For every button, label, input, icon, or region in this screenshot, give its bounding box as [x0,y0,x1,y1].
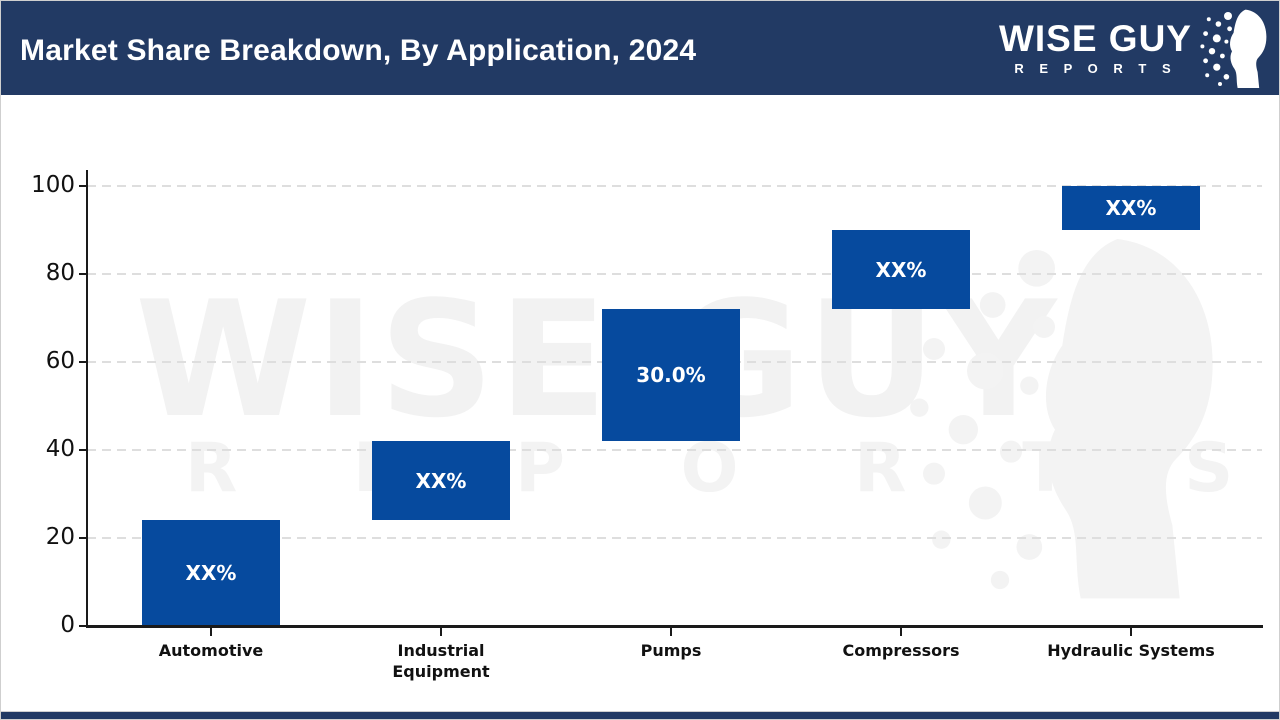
y-axis [86,170,88,628]
bar-automotive: XX% [142,520,280,626]
x-tick-label-hydraulic-systems: Hydraulic Systems [1047,641,1215,660]
y-tick-mark-80 [79,273,87,275]
chart-canvas: WISE GUY R E P O R T S 0 20 40 60 80 100 XX% Au… [0,95,1280,710]
x-tick-label-automotive: Automotive [158,641,264,660]
x-tick-label-industrial-equipment: Industrial Equipment [392,641,490,681]
bar-value-label-automotive: XX% [185,561,237,586]
y-tick-mark-60 [79,361,87,363]
logo-subtext: R E P O R T S [1014,60,1177,76]
bar-hydraulic-systems: XX% [1062,186,1200,230]
bar-value-label-industrial-equipment: XX% [415,468,467,493]
x-tick-mark-compressors [900,627,902,636]
footer-bar [0,711,1280,720]
header-bar: Market Share Breakdown, By Application, … [0,0,1280,95]
gridline-80 [87,273,1262,275]
bar-value-label-pumps: 30.0% [636,363,706,388]
bar-industrial-equipment: XX% [372,441,510,521]
x-tick-mark-industrial-equipment [440,627,442,636]
x-axis [86,625,1263,628]
y-tick-label-0: 0 [60,612,75,638]
y-tick-mark-100 [79,185,87,187]
y-tick-label-60: 60 [45,348,75,374]
gridline-40 [87,449,1262,451]
y-tick-label-20: 20 [45,524,75,550]
x-tick-mark-automotive [210,627,212,636]
gridline-20 [87,537,1262,539]
gridline-100 [87,185,1262,187]
bar-compressors: XX% [832,230,970,310]
y-tick-label-40: 40 [45,436,75,462]
y-tick-label-100: 100 [31,172,75,198]
y-tick-label-80: 80 [45,260,75,286]
chart-title: Market Share Breakdown, By Application, … [20,34,697,67]
bar-pumps: 30.0% [602,309,740,442]
x-tick-mark-pumps [670,627,672,636]
logo-head-icon [1200,9,1267,89]
x-tick-mark-hydraulic-systems [1130,627,1132,636]
bar-value-label-hydraulic-systems: XX% [1105,196,1157,220]
brand-logo: WISE GUY R E P O R T S [999,6,1268,90]
y-tick-mark-0 [79,625,87,627]
logo-text-block: WISE GUY R E P O R T S [998,18,1192,76]
y-tick-mark-20 [79,537,87,539]
logo-wordmark: WISE GUY [998,18,1192,60]
x-tick-label-compressors: Compressors [842,641,960,660]
bar-value-label-compressors: XX% [875,257,927,282]
x-tick-label-pumps: Pumps [640,641,702,660]
y-tick-mark-40 [79,449,87,451]
